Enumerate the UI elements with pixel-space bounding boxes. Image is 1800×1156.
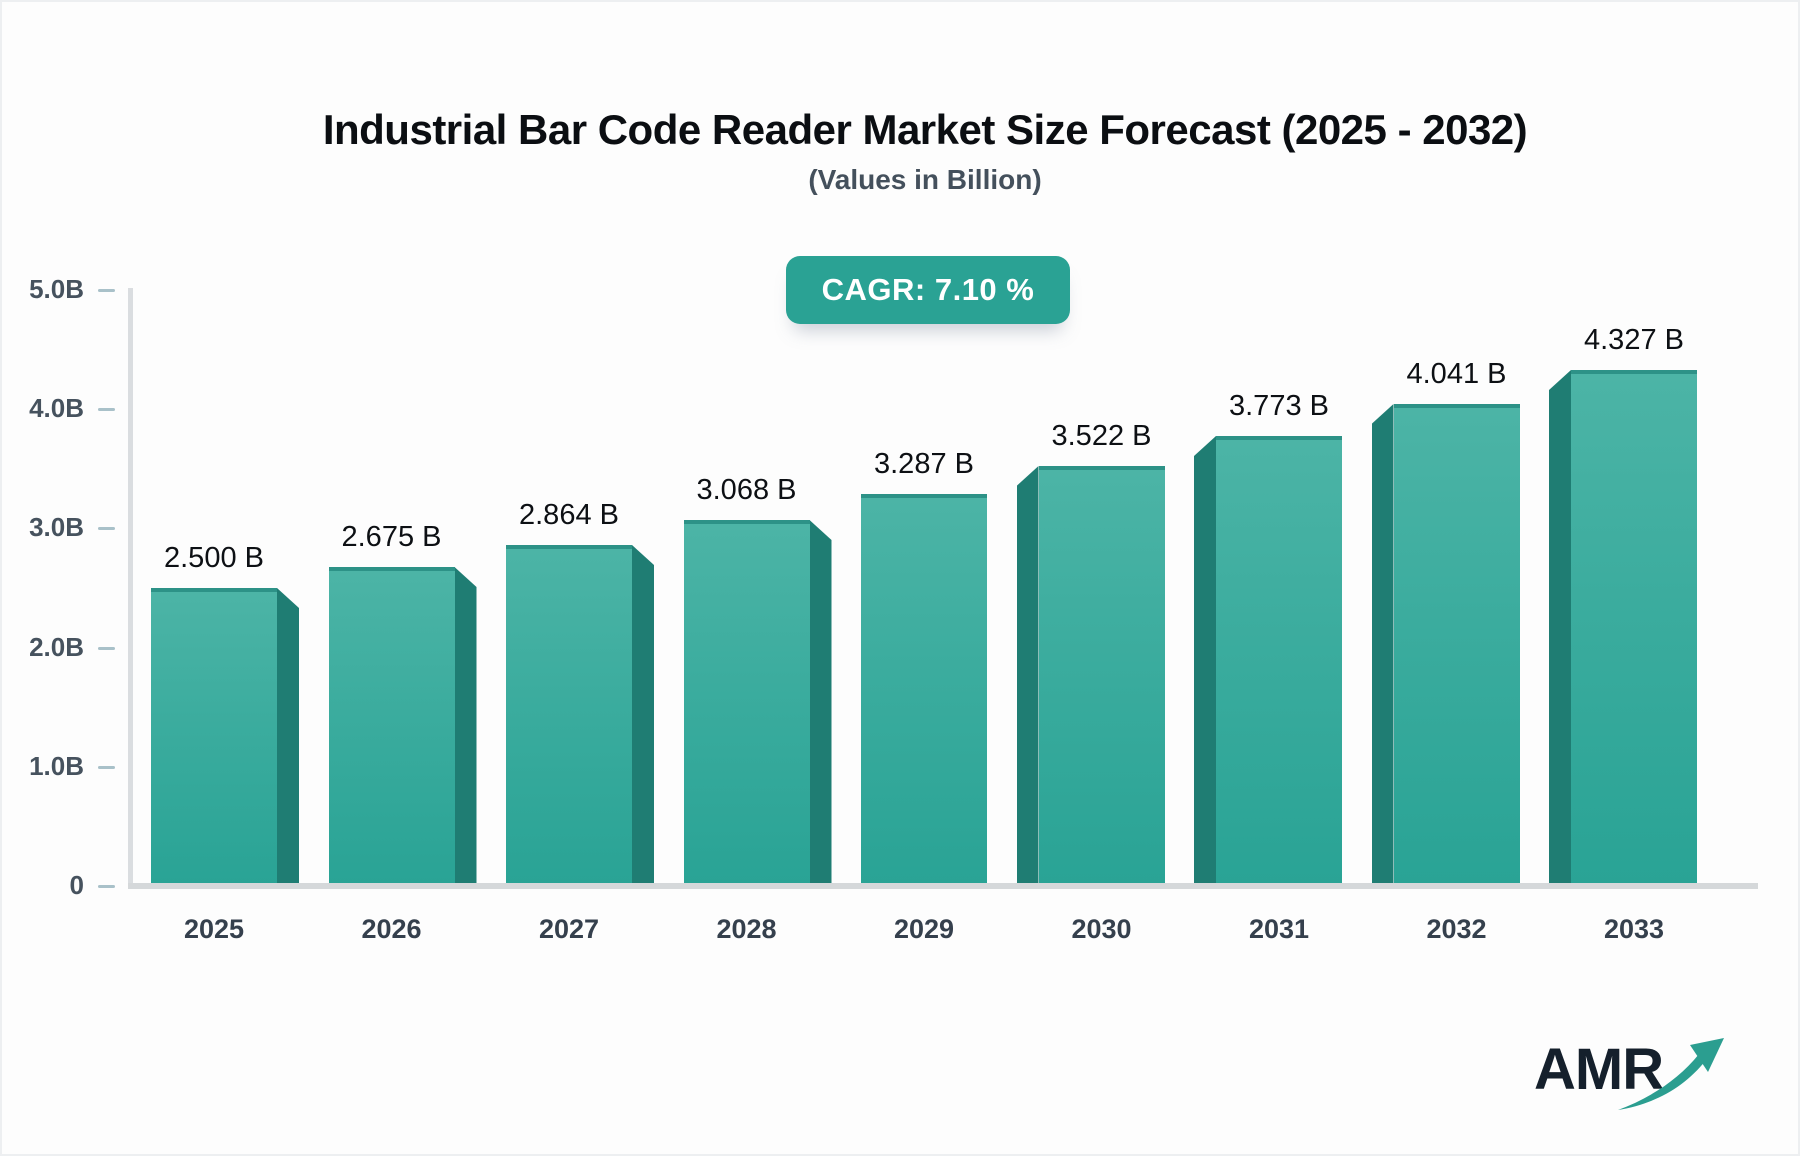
y-tick-mark <box>98 647 115 650</box>
x-axis-label-2027: 2027 <box>538 914 600 944</box>
chart-subtitle: (Values in Billion) <box>808 164 1042 195</box>
bar-2032 <box>1393 404 1520 886</box>
x-axis-label-2026: 2026 <box>361 914 422 944</box>
y-tick-label-4.0B: 4.0B <box>29 393 84 423</box>
y-tick-label-0: 0 <box>69 870 84 900</box>
bar-side-2033 <box>1549 370 1571 886</box>
growth-arrow-icon <box>1618 1038 1724 1110</box>
y-tick-mark <box>98 766 115 769</box>
bar-side-2025 <box>277 588 299 886</box>
cagr-badge: CAGR: 7.10 % <box>785 256 1071 324</box>
x-axis-label-2032: 2032 <box>1426 914 1487 944</box>
y-tick-label-1.0B: 1.0B <box>29 751 84 781</box>
bar-2026 <box>328 567 455 886</box>
y-tick-label-3.0B: 3.0B <box>29 512 84 542</box>
y-tick-label-5.0B: 5.0B <box>29 274 84 304</box>
amr-logo-text: AMR <box>1534 1037 1664 1102</box>
bar-value-label: 2.864 B <box>519 499 619 531</box>
x-axis-label-2031: 2031 <box>1248 914 1310 944</box>
x-axis-label-2028: 2028 <box>716 914 777 944</box>
bar-value-label: 3.068 B <box>696 474 797 506</box>
y-tick-mark <box>98 408 115 411</box>
x-axis-label-2030: 2030 <box>1071 914 1132 944</box>
y-tick-mark <box>98 527 115 530</box>
bar-2028 <box>683 520 810 886</box>
cagr-badge-row: CAGR: 7.10 % <box>2 256 1798 324</box>
x-axis-label-2025: 2025 <box>183 914 245 944</box>
bar-side-2027 <box>632 545 654 886</box>
bar-side-2031 <box>1194 436 1216 886</box>
page-title: Industrial Bar Code Reader Market Size F… <box>322 106 1528 153</box>
bar-value-label: 3.287 B <box>874 448 974 480</box>
bar-value-label: 3.773 B <box>1229 390 1329 422</box>
bar-side-2032 <box>1371 404 1394 886</box>
x-axis-label-2029: 2029 <box>893 914 955 944</box>
bar-2033 <box>1571 370 1697 886</box>
bar-value-label: 2.675 B <box>341 521 442 553</box>
bar-2031 <box>1216 436 1342 886</box>
bar-2029 <box>861 494 987 886</box>
amr-logo: AMR <box>1534 1036 1734 1126</box>
bar-value-label: 4.327 B <box>1584 324 1684 356</box>
bar-2030 <box>1038 466 1165 886</box>
bar-2025 <box>151 588 277 886</box>
y-axis-line <box>128 288 133 886</box>
bar-value-label: 4.041 B <box>1406 358 1507 390</box>
bar-value-label: 2.500 B <box>164 542 264 574</box>
y-tick-mark <box>98 289 115 292</box>
bar-side-2028 <box>809 520 832 886</box>
x-axis-line <box>128 883 1758 889</box>
bar-2027 <box>506 545 632 886</box>
y-tick-mark <box>98 885 115 888</box>
bar-side-2026 <box>454 567 477 886</box>
y-tick-label-2.0B: 2.0B <box>29 632 84 662</box>
bar-side-2030 <box>1016 466 1039 886</box>
bar-value-label: 3.522 B <box>1051 420 1152 452</box>
x-axis-label-2033: 2033 <box>1603 914 1665 944</box>
